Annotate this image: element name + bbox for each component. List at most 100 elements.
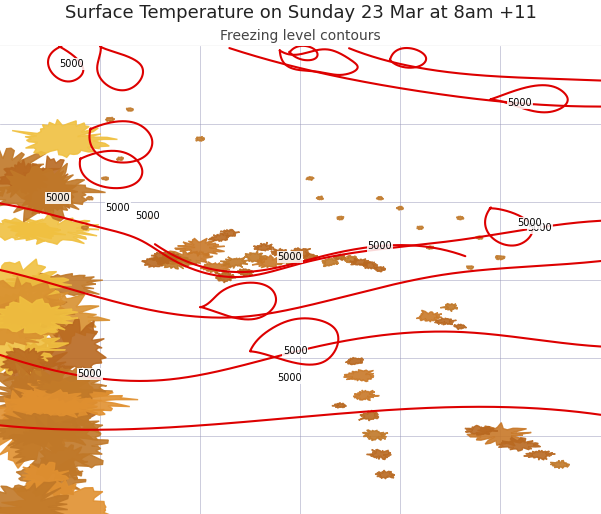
Text: 5000: 5000: [517, 218, 542, 228]
Polygon shape: [374, 267, 386, 272]
Text: 5000: 5000: [508, 99, 532, 108]
Polygon shape: [441, 303, 458, 311]
Polygon shape: [244, 251, 267, 263]
Polygon shape: [106, 117, 115, 122]
Polygon shape: [0, 321, 69, 376]
Text: 5000: 5000: [282, 346, 307, 356]
Polygon shape: [33, 381, 84, 415]
Polygon shape: [5, 211, 99, 244]
Polygon shape: [359, 262, 378, 269]
Polygon shape: [416, 310, 442, 322]
Polygon shape: [22, 463, 69, 491]
Text: 5000: 5000: [368, 241, 392, 251]
Polygon shape: [332, 403, 346, 408]
Polygon shape: [523, 450, 555, 460]
Polygon shape: [346, 358, 364, 364]
Polygon shape: [16, 460, 86, 500]
Polygon shape: [142, 256, 168, 267]
Polygon shape: [0, 145, 59, 202]
Polygon shape: [0, 482, 69, 514]
Polygon shape: [2, 378, 97, 433]
Polygon shape: [0, 297, 78, 335]
Polygon shape: [551, 461, 570, 469]
Polygon shape: [200, 262, 230, 273]
Polygon shape: [36, 444, 90, 483]
Polygon shape: [362, 430, 388, 440]
Polygon shape: [0, 363, 112, 433]
Text: 5000: 5000: [278, 373, 302, 383]
Text: 5000: 5000: [136, 211, 160, 221]
Polygon shape: [175, 238, 225, 256]
Polygon shape: [13, 289, 110, 346]
Text: Surface Temperature on Sunday 23 Mar at 8am +11: Surface Temperature on Sunday 23 Mar at …: [64, 4, 537, 22]
Polygon shape: [31, 368, 106, 402]
Polygon shape: [334, 254, 346, 260]
Polygon shape: [454, 324, 466, 329]
Polygon shape: [456, 216, 464, 219]
Polygon shape: [467, 423, 531, 446]
Polygon shape: [9, 416, 108, 480]
Text: 5000: 5000: [528, 223, 552, 233]
Polygon shape: [0, 480, 114, 514]
Polygon shape: [291, 248, 311, 258]
Polygon shape: [359, 410, 379, 421]
Polygon shape: [416, 226, 423, 229]
Text: 5000: 5000: [59, 59, 84, 69]
Polygon shape: [12, 119, 117, 157]
Polygon shape: [344, 370, 374, 381]
Polygon shape: [435, 318, 456, 325]
Polygon shape: [306, 177, 314, 180]
Polygon shape: [5, 374, 45, 421]
Polygon shape: [426, 246, 434, 249]
Polygon shape: [87, 196, 93, 200]
Polygon shape: [0, 277, 69, 334]
Polygon shape: [252, 255, 285, 268]
Polygon shape: [18, 381, 72, 438]
Polygon shape: [0, 259, 72, 313]
Polygon shape: [375, 470, 395, 479]
Polygon shape: [1, 348, 47, 377]
Polygon shape: [343, 255, 359, 263]
Polygon shape: [353, 390, 379, 400]
Polygon shape: [102, 177, 109, 180]
Polygon shape: [157, 256, 197, 269]
Polygon shape: [0, 292, 65, 320]
Polygon shape: [499, 437, 540, 451]
Polygon shape: [466, 266, 474, 269]
Polygon shape: [82, 226, 88, 230]
Polygon shape: [465, 426, 498, 435]
Polygon shape: [316, 196, 323, 200]
Polygon shape: [367, 449, 391, 460]
Polygon shape: [0, 163, 106, 222]
Polygon shape: [0, 159, 51, 197]
Polygon shape: [195, 137, 205, 141]
Text: Freezing level contours: Freezing level contours: [220, 29, 381, 43]
Polygon shape: [47, 401, 93, 427]
Polygon shape: [0, 390, 83, 468]
Polygon shape: [303, 253, 318, 261]
Polygon shape: [495, 255, 505, 260]
Polygon shape: [126, 108, 133, 111]
Text: 5000: 5000: [46, 193, 70, 203]
Polygon shape: [38, 318, 106, 375]
Polygon shape: [0, 273, 103, 296]
Polygon shape: [0, 218, 66, 241]
Polygon shape: [277, 253, 303, 265]
Polygon shape: [0, 324, 59, 346]
Polygon shape: [10, 380, 138, 420]
Text: 5000: 5000: [78, 369, 102, 379]
Polygon shape: [254, 242, 274, 251]
Polygon shape: [209, 233, 230, 242]
Polygon shape: [21, 156, 78, 215]
Text: 5000: 5000: [106, 203, 130, 213]
Polygon shape: [149, 252, 181, 264]
Polygon shape: [14, 382, 104, 435]
Polygon shape: [396, 207, 403, 210]
Polygon shape: [221, 257, 249, 268]
Polygon shape: [475, 236, 483, 240]
Polygon shape: [216, 272, 236, 283]
Polygon shape: [221, 229, 240, 236]
Text: 5000: 5000: [278, 252, 302, 263]
Polygon shape: [377, 196, 383, 200]
Polygon shape: [322, 259, 339, 266]
